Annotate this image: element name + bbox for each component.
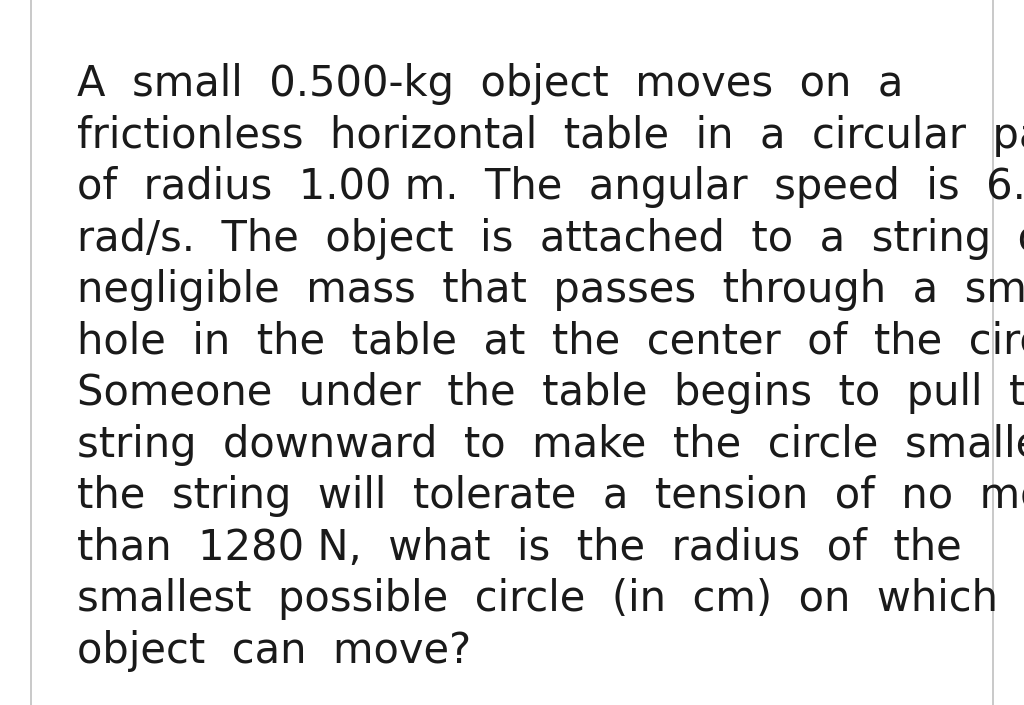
Text: rad/s.  The  object  is  attached  to  a  string  of: rad/s. The object is attached to a strin… xyxy=(77,218,1024,260)
Text: the  string  will  tolerate  a  tension  of  no  more: the string will tolerate a tension of no… xyxy=(77,475,1024,517)
Text: object  can  move?: object can move? xyxy=(77,630,471,672)
Text: negligible  mass  that  passes  through  a  small: negligible mass that passes through a sm… xyxy=(77,269,1024,312)
Text: hole  in  the  table  at  the  center  of  the  circle.: hole in the table at the center of the c… xyxy=(77,321,1024,363)
Text: A  small  0.500-kg  object  moves  on  a: A small 0.500-kg object moves on a xyxy=(77,63,903,106)
Text: string  downward  to  make  the  circle  smaller.  If: string downward to make the circle small… xyxy=(77,424,1024,466)
Text: than  1280 N,  what  is  the  radius  of  the: than 1280 N, what is the radius of the xyxy=(77,527,962,569)
Text: Someone  under  the  table  begins  to  pull  the: Someone under the table begins to pull t… xyxy=(77,372,1024,415)
Text: smallest  possible  circle  (in  cm)  on  which  the: smallest possible circle (in cm) on whic… xyxy=(77,578,1024,620)
Text: frictionless  horizontal  table  in  a  circular  path: frictionless horizontal table in a circu… xyxy=(77,115,1024,157)
Text: of  radius  1.00 m.  The  angular  speed  is  6.28: of radius 1.00 m. The angular speed is 6… xyxy=(77,166,1024,209)
